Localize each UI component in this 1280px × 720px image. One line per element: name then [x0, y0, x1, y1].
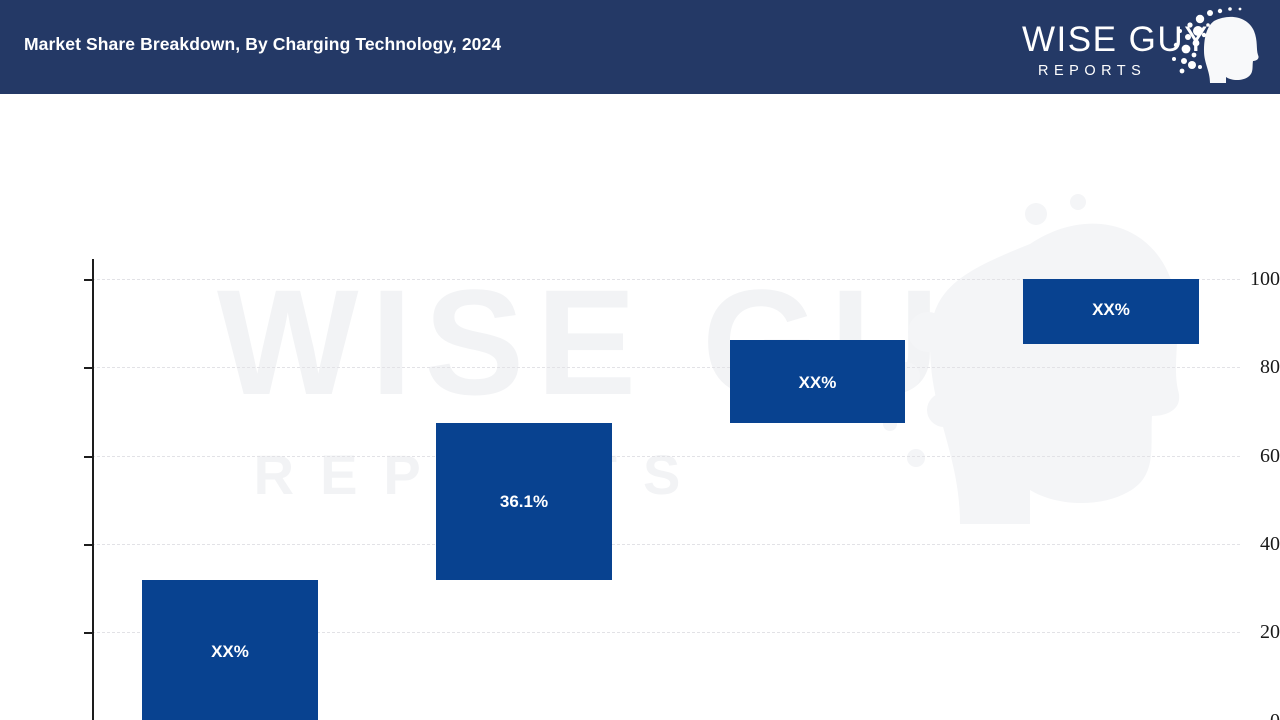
- bar-wireless-charging[interactable]: [730, 340, 905, 423]
- y-tick-label-60: 60: [1260, 445, 1280, 467]
- gridline-40: [92, 544, 1240, 545]
- wise-guy-reports-logo: WISE GUY REPORTS: [1004, 5, 1274, 89]
- gridline-20: [92, 632, 1240, 633]
- logo-wordmark-secondary: REPORTS: [1038, 63, 1146, 79]
- bar-dc-fast-charging[interactable]: [436, 423, 612, 580]
- bar-label-hybrid-charging: XX%: [1092, 300, 1130, 319]
- y-tick-mark-100: [84, 279, 92, 281]
- bar-ac-charging[interactable]: [142, 580, 318, 720]
- y-tick-mark-60: [84, 456, 92, 458]
- chart-axes: XX% 36.1% XX% XX% 100 80 60 40 20 0 AC C…: [0, 94, 1280, 720]
- logo-head-profile-icon: [1172, 7, 1259, 84]
- chart-plot-area: WISE GUY REPORTS: [0, 94, 1280, 720]
- page-title: Market Share Breakdown, By Charging Tech…: [24, 34, 502, 54]
- gridline-100: [92, 279, 1240, 280]
- y-tick-mark-40: [84, 544, 92, 546]
- bar-label-wireless-charging: XX%: [798, 373, 837, 392]
- gridline-60: [92, 456, 1240, 457]
- y-tick-label-20: 20: [1260, 621, 1280, 643]
- y-tick-mark-20: [84, 632, 92, 634]
- bar-hybrid-charging[interactable]: [1023, 279, 1199, 344]
- bar-label-ac-charging: XX%: [211, 642, 249, 661]
- y-tick-label-40: 40: [1260, 533, 1280, 555]
- page-header: Market Share Breakdown, By Charging Tech…: [0, 0, 1280, 94]
- y-tick-label-0: 0: [1216, 710, 1280, 720]
- logo-wordmark-primary: WISE GUY: [1022, 20, 1209, 59]
- gridline-80: [92, 367, 1240, 368]
- y-axis-line: [92, 259, 94, 720]
- bar-label-dc-fast-charging: 36.1%: [499, 492, 549, 511]
- y-tick-label-80: 80: [1260, 356, 1280, 378]
- y-tick-label-100: 100: [1250, 268, 1280, 290]
- y-tick-mark-80: [84, 367, 92, 369]
